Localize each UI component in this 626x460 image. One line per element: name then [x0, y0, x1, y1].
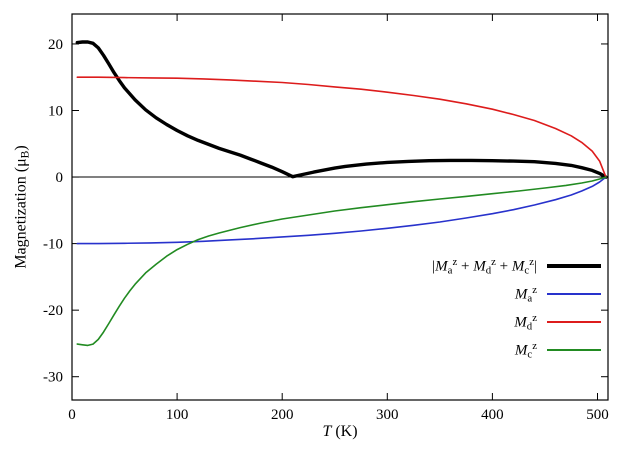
plot-border — [71, 13, 609, 401]
legend-label-Ma: Maz — [514, 283, 537, 305]
x-axis-title: T (K) — [322, 423, 358, 440]
legend: |Maz + Mdz + Mcz| Maz Mdz Mcz — [432, 252, 601, 364]
legend-label-total: |Maz + Mdz + Mcz| — [432, 255, 537, 277]
x-tick-label: 200 — [271, 407, 294, 423]
curve-total — [75, 40, 608, 179]
legend-label-Md: Mdz — [514, 311, 537, 333]
legend-item-Md: Mdz — [432, 308, 601, 336]
y-tick-label: 10 — [48, 104, 63, 120]
legend-label-Mc: Mcz — [514, 339, 537, 361]
y-axis-title: Magnetization (μB) — [12, 145, 32, 269]
curve-Ma — [76, 176, 607, 245]
legend-item-Mc: Mcz — [432, 336, 601, 364]
y-tick-label: -10 — [43, 237, 63, 253]
x-tick-label: 300 — [376, 407, 399, 423]
legend-swatch-Mc — [547, 349, 601, 351]
y-tick-label: 20 — [48, 37, 63, 53]
legend-swatch-Md — [547, 321, 601, 323]
x-tick-label: 500 — [586, 407, 609, 423]
y-tick-label: -30 — [43, 370, 63, 386]
x-tick-label: 0 — [68, 407, 76, 423]
x-tick-label: 100 — [166, 407, 189, 423]
curve-Mc — [76, 176, 607, 347]
curve-Md — [76, 76, 607, 178]
y-tick-label: -20 — [43, 303, 63, 319]
legend-swatch-Ma — [547, 293, 601, 295]
legend-swatch-total — [547, 264, 601, 268]
legend-item-total: |Maz + Mdz + Mcz| — [432, 252, 601, 280]
legend-item-Ma: Maz — [432, 280, 601, 308]
y-tick-label: 0 — [56, 170, 64, 186]
x-tick-label: 400 — [481, 407, 504, 423]
